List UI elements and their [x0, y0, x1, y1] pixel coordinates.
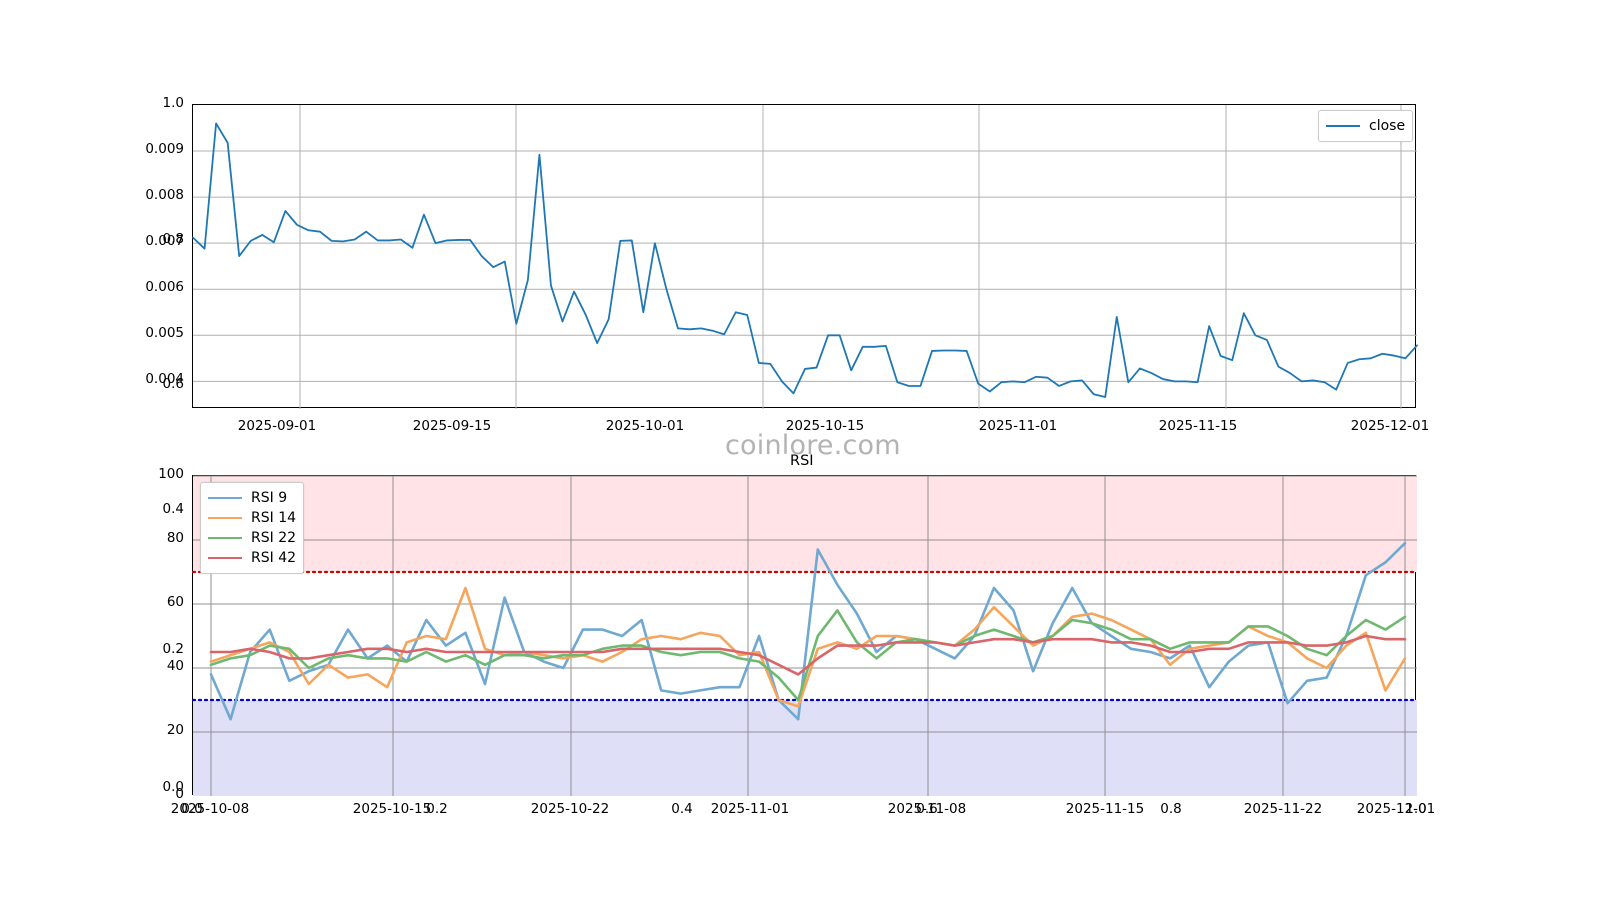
rsi-y-tick: 20: [166, 722, 184, 738]
rsi-x-overlay-tick: 0.8: [1160, 801, 1182, 817]
coinlore-watermark: coinlore.com: [725, 430, 901, 461]
legend-swatch: [208, 497, 242, 499]
rsi-y-tick: 60: [166, 594, 184, 610]
price-y-tick: 0.008: [145, 187, 184, 204]
legend-label: close: [1369, 118, 1406, 134]
price-y-tick: 0.007: [145, 233, 184, 250]
price-x-tick: 2025-10-01: [605, 418, 685, 434]
legend-item[interactable]: RSI 42: [208, 548, 296, 568]
price-y-overlay-tick: 0.6: [162, 376, 184, 392]
price-legend[interactable]: close: [1318, 110, 1414, 142]
rsi-y-overlay-tick: 0.2: [162, 641, 184, 657]
legend-swatch: [208, 517, 242, 519]
rsi-y-overlay-tick: 0.4: [162, 501, 184, 517]
rsi-x-tick: 2025-11-22: [1243, 801, 1323, 817]
rsi-plot-area: [191, 475, 1419, 796]
rsi-title: RSI: [790, 453, 814, 469]
rsi-x-overlay-tick: 1.0: [1405, 801, 1427, 817]
legend-swatch: [208, 557, 242, 559]
rsi-chart-panel: RSI 0 20 40 60 80 100 0.0 0.2 0.4 2025-10-08 202…: [0, 453, 1600, 900]
price-chart-panel: 0.004 0.005 0.006 0.007 0.008 0.009 0.6 0.8 1.0…: [145, 95, 1430, 434]
rsi-x-overlay-tick: 0.6: [916, 801, 938, 817]
legend-label: RSI 22: [251, 530, 297, 546]
rsi-x-overlay-tick: 0.2: [426, 801, 448, 817]
rsi-x-overlay-tick: 0.0: [181, 801, 203, 817]
rsi-x-tick: 2025-12-01: [1356, 801, 1436, 817]
rsi-y-tick: 100: [158, 466, 184, 482]
rsi-y-overlay-tick: 0.0: [162, 779, 184, 795]
price-x-tick: 2025-12-01: [1350, 418, 1430, 434]
rsi-x-tick: 2025-11-08: [887, 801, 967, 817]
rsi-x-overlay-tick: 0.4: [671, 801, 693, 817]
legend-item[interactable]: RSI 9: [208, 488, 296, 508]
legend-label: RSI 9: [251, 490, 288, 506]
rsi-x-tick: 2025-10-08: [170, 801, 250, 817]
price-y-tick: 0.004: [145, 371, 184, 388]
price-x-tick: 2025-11-15: [1158, 418, 1238, 434]
rsi-y-tick: 0: [175, 786, 184, 802]
legend-swatch: [208, 537, 242, 539]
legend-label: RSI 42: [251, 550, 297, 566]
rsi-legend[interactable]: RSI 9 RSI 14 RSI 22 RSI 42: [200, 482, 305, 574]
rsi-x-tick: 2025-11-15: [1065, 801, 1145, 817]
price-x-tick: 2025-09-01: [237, 418, 317, 434]
rsi-lines-svg: [191, 475, 1419, 796]
price-line-svg: [192, 105, 1418, 409]
price-y-tick: 0.005: [145, 325, 184, 342]
price-y-overlay-tick: 1.0: [162, 95, 184, 111]
price-y-tick: 0.006: [145, 279, 184, 296]
legend-item[interactable]: close: [1326, 116, 1405, 136]
price-y-tick: 0.009: [145, 141, 184, 158]
legend-item[interactable]: RSI 22: [208, 528, 296, 548]
rsi-x-tick: 2025-10-15: [352, 801, 432, 817]
price-x-tick: 2025-09-15: [412, 418, 492, 434]
price-x-tick: 2025-10-15: [785, 418, 865, 434]
rsi-y-tick: 40: [166, 658, 184, 674]
price-plot-area: [192, 104, 1418, 409]
rsi-y-tick: 80: [166, 530, 184, 546]
rsi-x-tick: 2025-11-01: [710, 801, 790, 817]
price-x-tick: 2025-11-01: [978, 418, 1058, 434]
rsi-x-tick: 2025-10-22: [530, 801, 610, 817]
legend-swatch: [1326, 125, 1360, 127]
price-y-overlay-tick: 0.8: [162, 231, 184, 247]
legend-label: RSI 14: [251, 510, 297, 526]
legend-item[interactable]: RSI 14: [208, 508, 296, 528]
